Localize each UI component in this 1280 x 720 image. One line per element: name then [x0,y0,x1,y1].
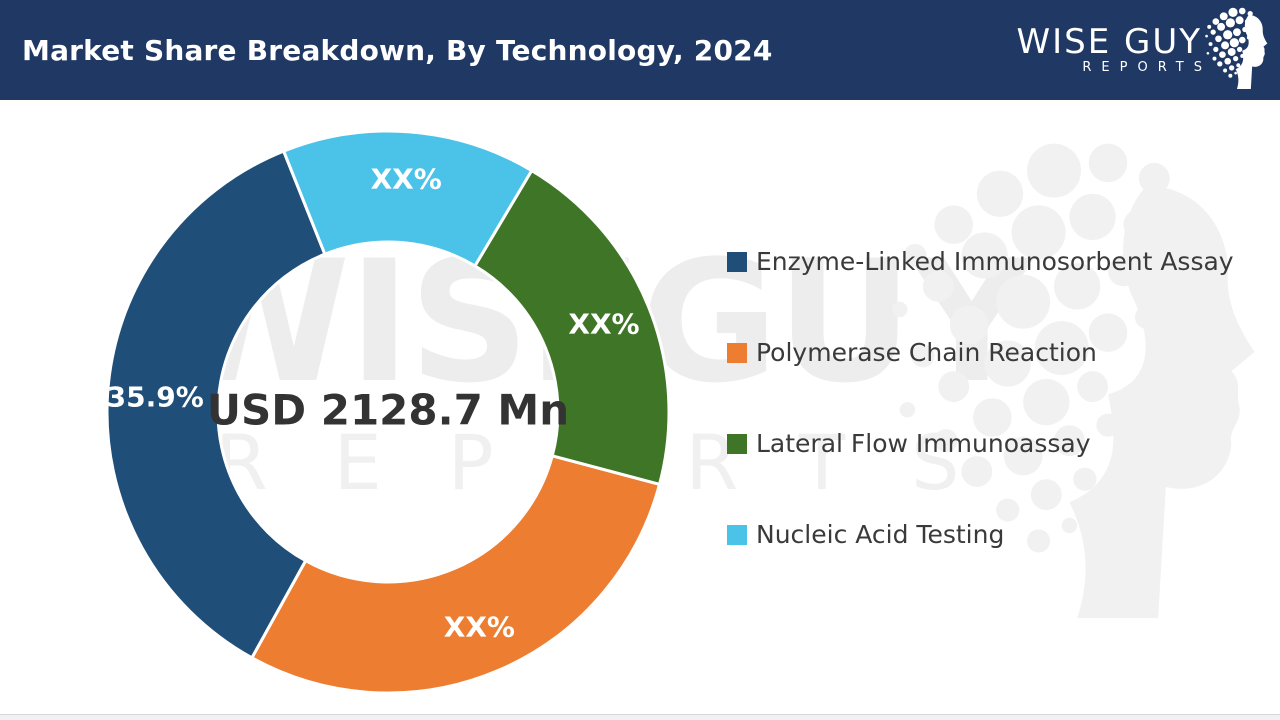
legend-item-2: Polymerase Chain Reaction [727,340,1234,365]
wiseguy-logo: WISE GUY REPORTS [1016,7,1270,93]
legend-swatch-2 [727,342,747,363]
legend-label-2: Polymerase Chain Reaction [756,338,1097,367]
legend-item-1: Enzyme-Linked Immunosorbent Assay [727,249,1234,274]
chart-legend: Enzyme-Linked Immunosorbent Assay Polymer… [727,249,1234,547]
logo-subtitle: REPORTS [1082,60,1212,75]
slice-percent-label-1: 35.9% [106,380,204,414]
slice-percent-label-4: XX% [370,162,442,196]
donut-slice-1 [105,149,327,660]
legend-item-4: Nucleic Acid Testing [727,522,1234,547]
legend-swatch-4 [727,524,747,545]
slice-percent-label-3: XX% [568,307,640,341]
bottom-edge-strip [0,714,1280,720]
slice-percent-label-2: XX% [443,610,515,644]
legend-swatch-1 [727,251,747,272]
legend-swatch-3 [727,433,747,454]
chart-center-value: USD 2128.7 Mn [206,385,570,435]
donut-slice-4 [282,129,534,268]
donut-slice-3 [473,169,671,486]
legend-label-3: Lateral Flow Immunoassay [756,429,1091,458]
donut-slice-2 [250,454,662,695]
logo-wordmark: WISE GUY [1016,22,1202,62]
wiseguy-face-icon [1196,7,1270,93]
wiseguy-logo-text: WISE GUY REPORTS [1016,24,1202,76]
legend-label-1: Enzyme-Linked Immunosorbent Assay [756,247,1234,276]
legend-label-4: Nucleic Acid Testing [756,520,1005,549]
header-bar: Market Share Breakdown, By Technology, 2… [0,0,1280,100]
page-title: Market Share Breakdown, By Technology, 2… [22,33,773,67]
legend-item-3: Lateral Flow Immunoassay [727,431,1234,456]
